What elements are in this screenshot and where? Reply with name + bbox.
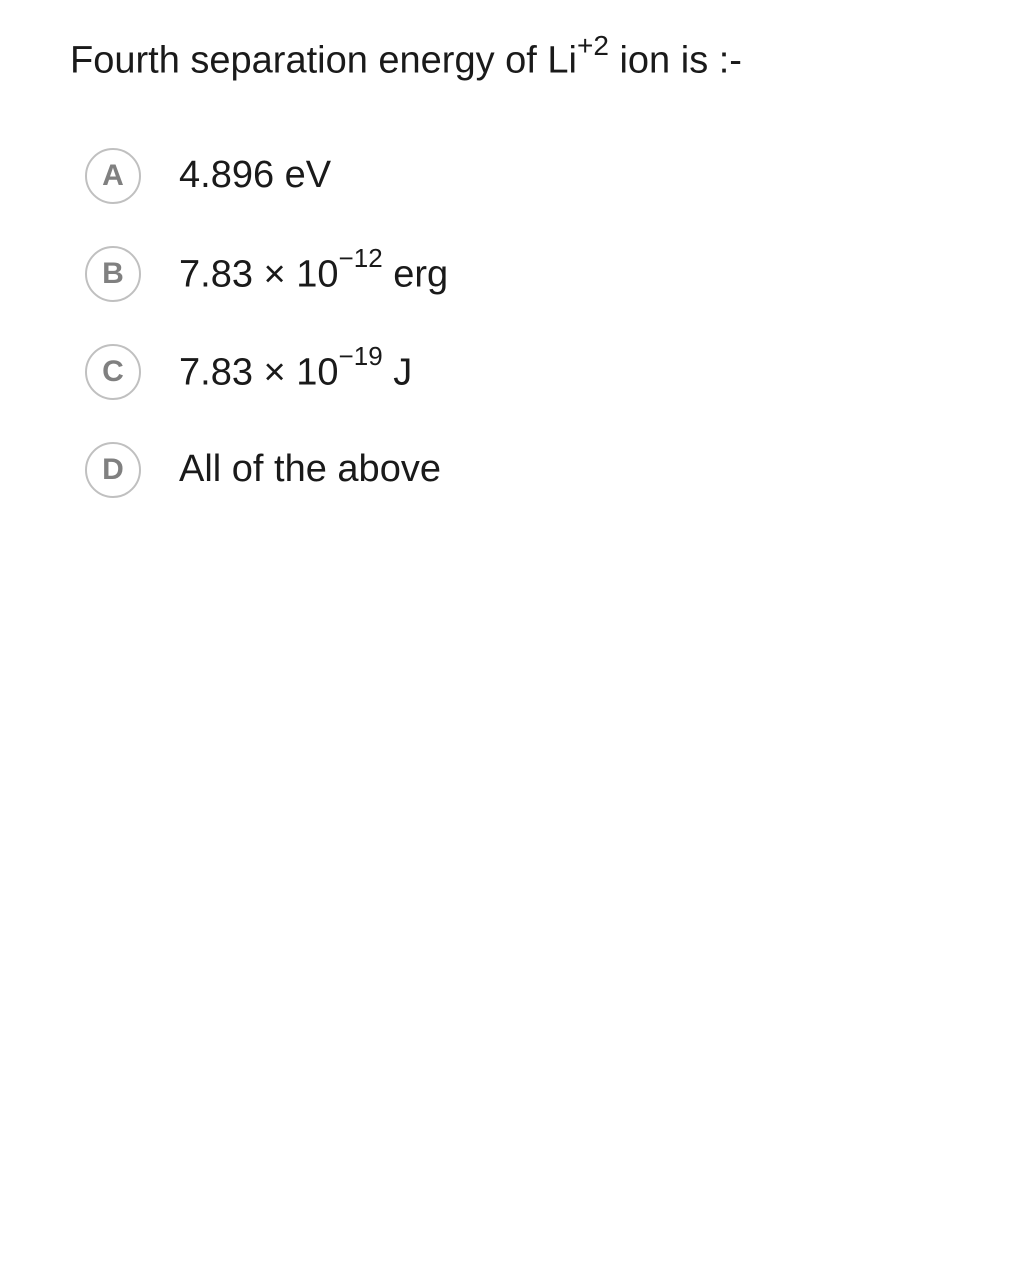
option-d[interactable]: D All of the above [85, 442, 1024, 498]
option-letter-d: D [85, 442, 141, 498]
question-suffix: ion is :- [609, 40, 742, 82]
option-a[interactable]: A 4.896 eV [85, 148, 1024, 204]
option-b[interactable]: B 7.83 × 10−12 erg [85, 246, 1024, 302]
question-prefix: Fourth separation energy of Li [70, 40, 577, 82]
option-letter-c: C [85, 344, 141, 400]
options-container: A 4.896 eV B 7.83 × 10−12 erg C 7.83 × 1… [70, 148, 1024, 498]
option-text-d: All of the above [179, 447, 441, 493]
question-text: Fourth separation energy of Li+2 ion is … [70, 30, 1024, 88]
option-text-a: 4.896 eV [179, 153, 331, 199]
question-superscript: +2 [577, 30, 609, 61]
option-c[interactable]: C 7.83 × 10−19 J [85, 344, 1024, 400]
option-text-b: 7.83 × 10−12 erg [179, 249, 448, 298]
option-text-c: 7.83 × 10−19 J [179, 347, 412, 396]
option-letter-b: B [85, 246, 141, 302]
option-letter-a: A [85, 148, 141, 204]
